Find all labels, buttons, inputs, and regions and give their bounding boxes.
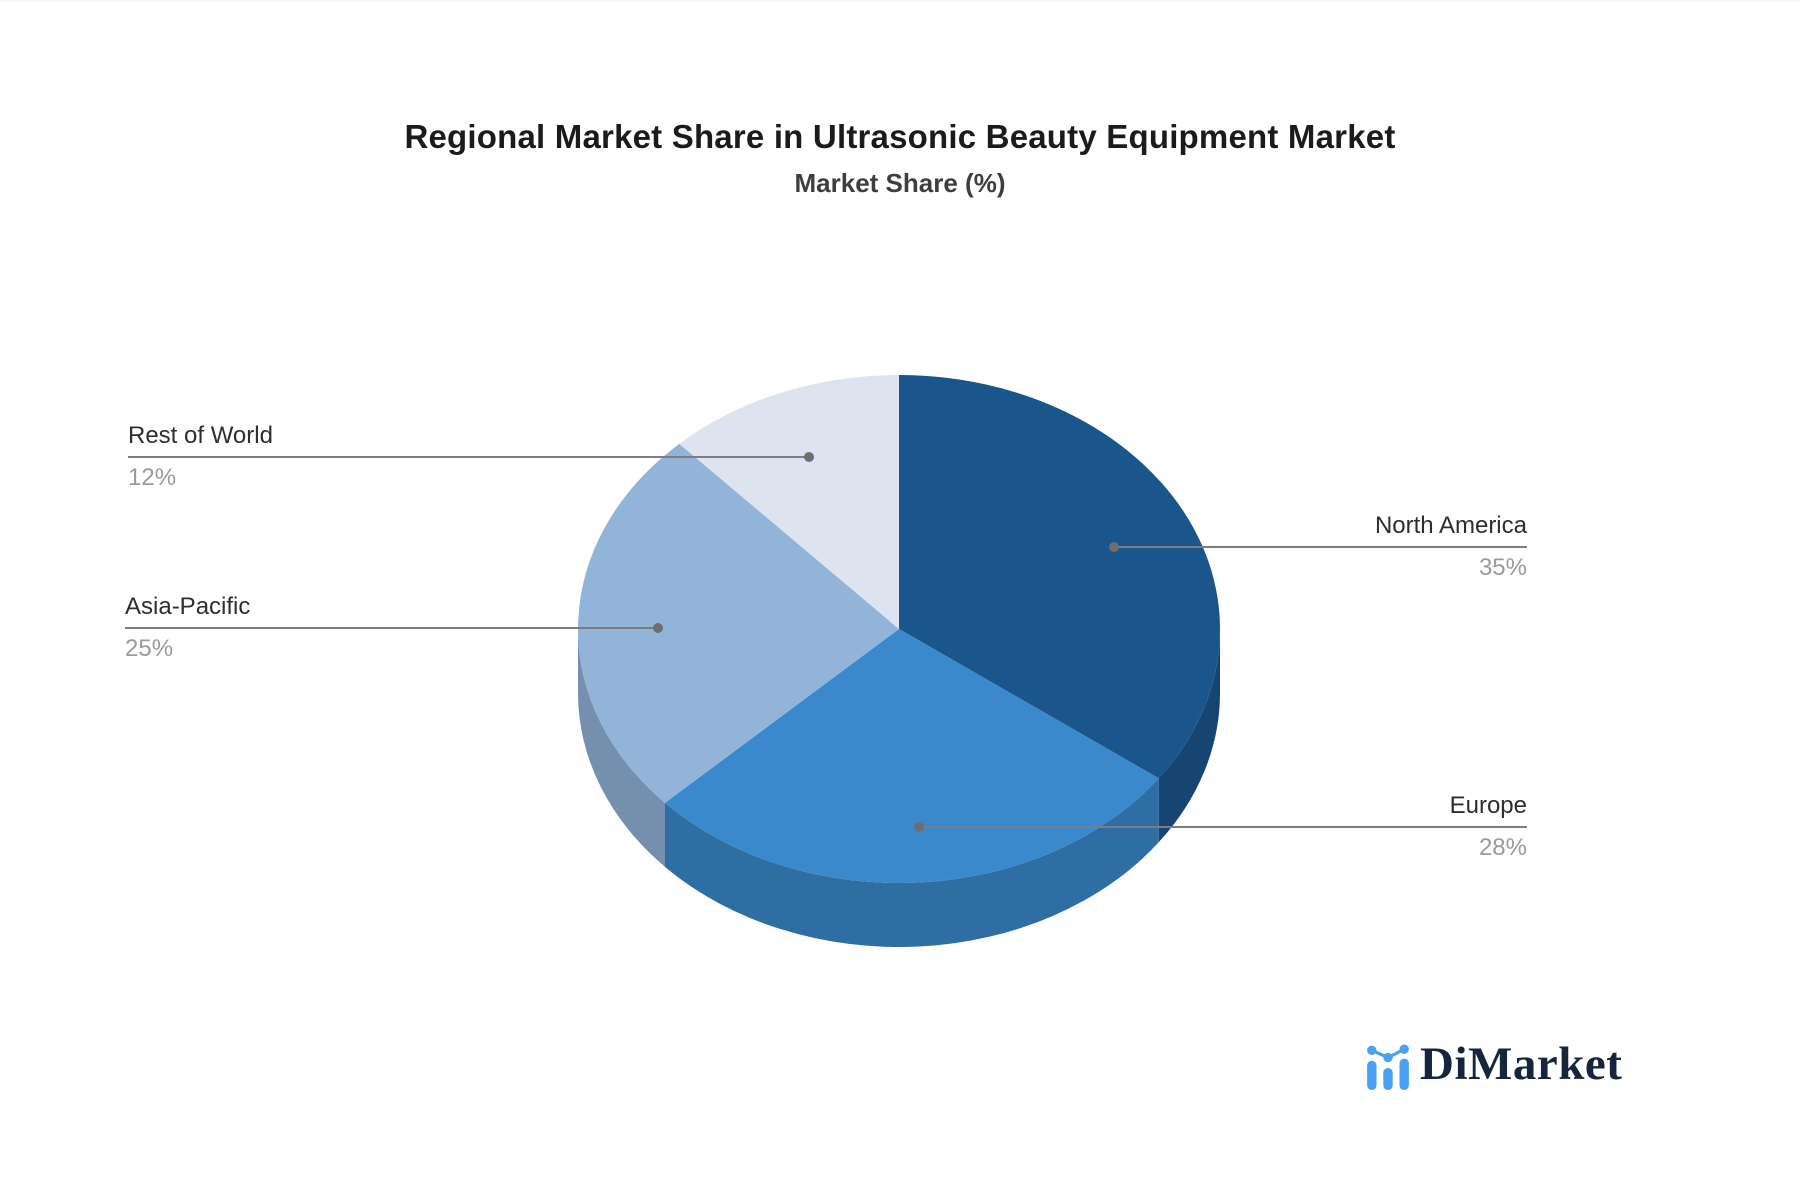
leader-dot-icon — [653, 623, 663, 633]
slice-label-north-america: North America — [1374, 512, 1527, 539]
pie-slice-europe[interactable] — [665, 629, 1159, 883]
leader-line-north-america — [1109, 542, 1527, 552]
slice-value-asia-pacific: 25% — [125, 635, 174, 662]
brand-name: DiMarket — [1420, 1038, 1623, 1090]
slice-label-rest-of-world: Rest of World — [128, 422, 273, 449]
window-top-edge — [0, 0, 1800, 2]
chart-title: Regional Market Share in Ultrasonic Beau… — [404, 118, 1396, 155]
bar-line-chart-logo-icon — [1367, 1044, 1409, 1090]
slice-label-asia-pacific: Asia-Pacific — [125, 593, 251, 620]
slice-label-europe: Europe — [1449, 792, 1527, 819]
leader-line-asia-pacific — [125, 623, 663, 633]
slice-value-europe: 28% — [1478, 834, 1527, 861]
leader-line-europe — [914, 822, 1527, 832]
pie-slice-asia-pacific[interactable] — [578, 443, 899, 803]
leader-dot-icon — [914, 822, 924, 832]
slice-value-north-america: 35% — [1478, 554, 1527, 581]
pie-slice-side-asia-pacific — [578, 629, 665, 867]
brand-logo: DiMarket — [1367, 1038, 1622, 1090]
slice-value-rest-of-world: 12% — [128, 464, 177, 491]
chart-subtitle: Market Share (%) — [794, 168, 1006, 198]
leader-dot-icon — [804, 452, 814, 462]
pie-slice-side-north-america — [1158, 629, 1220, 843]
pie-slice-north-america[interactable] — [899, 375, 1220, 779]
leader-dot-icon — [1109, 542, 1119, 552]
pie-slice-side-europe — [665, 778, 1159, 947]
leader-line-rest-of-world — [128, 452, 814, 462]
pie-slice-rest-of-world[interactable] — [679, 375, 899, 629]
